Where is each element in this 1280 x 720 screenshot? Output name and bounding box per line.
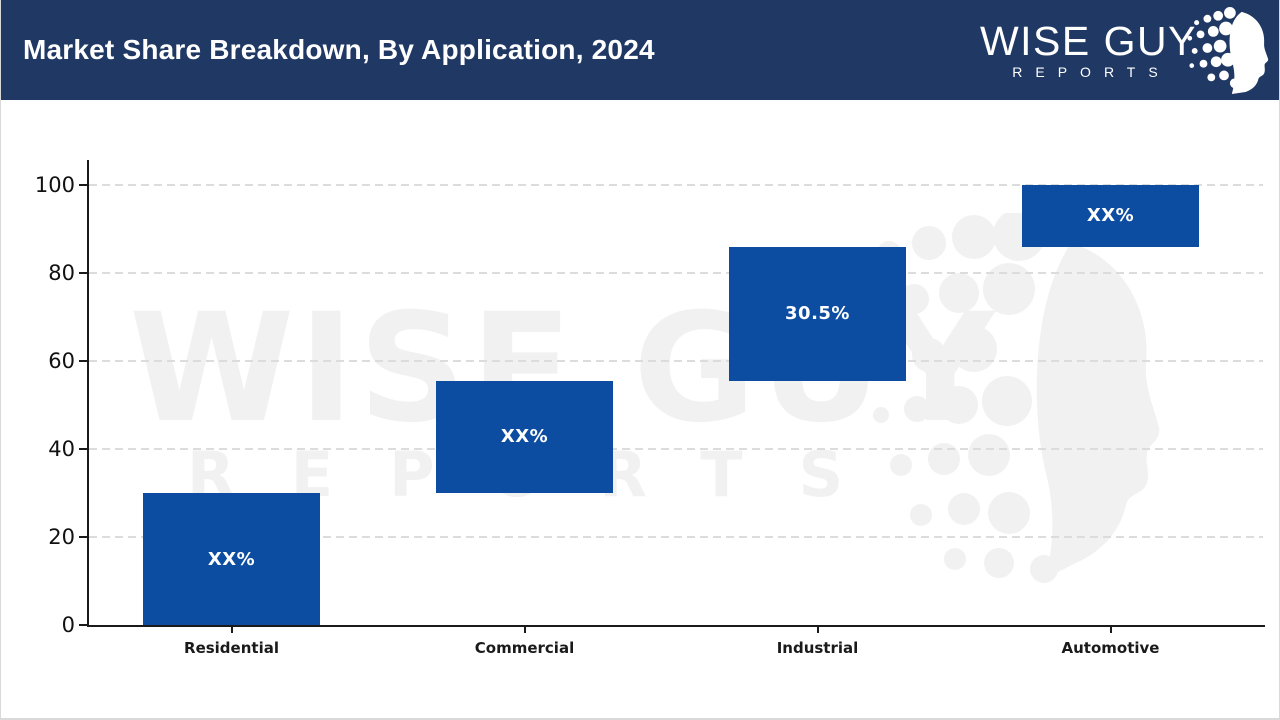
- gridline-60: [89, 360, 1263, 362]
- bar-industrial: 30.5%: [729, 246, 906, 381]
- x-category-label-residential: Residential: [184, 639, 279, 657]
- bar-value-label: XX%: [207, 548, 256, 570]
- gridline-20: [89, 536, 1263, 538]
- x-category-label-commercial: Commercial: [474, 639, 575, 657]
- logo-head-dots-icon: [1187, 6, 1269, 94]
- y-tick-mark-40: [79, 448, 88, 450]
- wise-guy-reports-logo: WISE GUY REPORTS: [980, 4, 1269, 96]
- x-tick-mark-0: [230, 627, 233, 633]
- x-category-label-industrial: Industrial: [776, 639, 859, 657]
- bar-value-label: XX%: [1086, 205, 1135, 227]
- y-axis-line: [87, 160, 89, 627]
- y-tick-label-100: 100: [34, 173, 75, 197]
- x-tick-mark-2: [816, 627, 819, 633]
- gridline-80: [89, 272, 1263, 274]
- y-tick-mark-100: [79, 184, 88, 186]
- x-axis-line: [87, 625, 1265, 627]
- y-tick-label-80: 80: [48, 261, 75, 285]
- bar-value-label: 30.5%: [785, 303, 850, 325]
- logo-text: WISE GUY REPORTS: [979, 17, 1197, 81]
- y-tick-label-60: 60: [48, 349, 75, 373]
- x-category-label-automotive: Automotive: [1061, 639, 1160, 657]
- y-tick-label-0: 0: [61, 613, 75, 637]
- bar-commercial: XX%: [436, 380, 613, 493]
- y-tick-label-20: 20: [48, 525, 75, 549]
- y-tick-mark-60: [79, 360, 88, 362]
- bar-value-label: XX%: [500, 426, 549, 448]
- logo-subtitle: REPORTS: [1012, 64, 1171, 81]
- y-tick-mark-0: [79, 624, 88, 626]
- x-tick-mark-1: [523, 627, 526, 633]
- logo-wordmark: WISE GUY: [979, 17, 1197, 64]
- bar-residential: XX%: [143, 493, 320, 625]
- y-tick-label-40: 40: [48, 437, 75, 461]
- header-bar: Market Share Breakdown, By Application, …: [1, 0, 1279, 100]
- gridline-40: [89, 448, 1263, 450]
- y-tick-mark-20: [79, 536, 88, 538]
- y-tick-mark-80: [79, 272, 88, 274]
- page-title: Market Share Breakdown, By Application, …: [23, 34, 655, 65]
- gridline-100: [89, 184, 1263, 186]
- bar-automotive: XX%: [1022, 185, 1199, 247]
- watermark-head-dots-icon: [868, 213, 1160, 583]
- x-tick-mark-3: [1109, 627, 1112, 633]
